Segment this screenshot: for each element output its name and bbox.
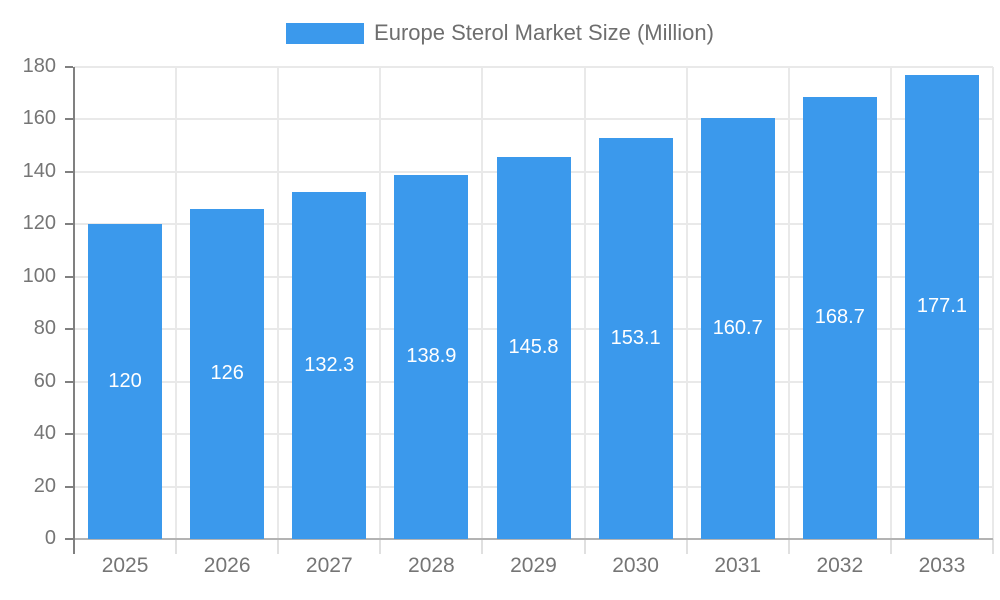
bar-value-label: 120: [108, 370, 142, 393]
x-axis-tick: [175, 539, 178, 554]
bar-2029[interactable]: 145.8: [496, 156, 571, 539]
y-axis-tick-label: 60: [33, 369, 56, 392]
x-gridline: [992, 67, 994, 539]
y-axis-tick: [65, 170, 73, 173]
x-gridline: [583, 67, 586, 539]
x-axis-tick-label: 2030: [612, 554, 659, 577]
x-axis-tick-label: 2032: [816, 554, 864, 577]
bar-2033[interactable]: 177.1: [904, 74, 979, 539]
x-gridline: [787, 67, 790, 539]
x-axis-tick: [685, 539, 688, 554]
x-axis-tick: [583, 539, 586, 554]
y-axis-tick: [65, 328, 73, 331]
x-axis-tick: [787, 539, 790, 554]
y-axis-tick-label: 80: [33, 317, 56, 340]
x-axis-tick-label: 2031: [714, 554, 762, 577]
y-axis-line: [73, 67, 75, 554]
x-axis-line: [74, 538, 993, 540]
y-axis-tick-label: 20: [33, 474, 56, 497]
y-axis-tick: [65, 380, 73, 383]
x-gridline: [889, 67, 892, 539]
bar-value-label: 153.1: [610, 326, 661, 349]
bar-2026[interactable]: 126: [190, 208, 265, 539]
bar-2031[interactable]: 160.7: [700, 117, 775, 539]
x-axis-tick-label: 2033: [918, 554, 966, 577]
bar-value-label: 177.1: [916, 295, 967, 318]
y-axis-tick: [65, 538, 73, 540]
x-axis-tick: [889, 539, 892, 554]
x-gridline: [481, 67, 484, 539]
x-axis-tick: [481, 539, 484, 554]
x-axis-tick-label: 2029: [510, 554, 557, 577]
y-axis-tick-label: 180: [22, 55, 56, 77]
y-axis-tick: [65, 118, 73, 121]
bar-2028[interactable]: 138.9: [394, 174, 469, 539]
x-axis-tick-label: 2027: [305, 554, 353, 577]
x-gridline: [277, 67, 280, 539]
x-axis-tick-label: 2026: [203, 554, 251, 577]
x-axis-tick: [277, 539, 280, 554]
y-axis-tick: [65, 223, 73, 226]
bar-2032[interactable]: 168.7: [802, 96, 877, 539]
y-axis-tick-label: 160: [22, 107, 56, 130]
plot-area: 0 20 40 60 80 100 120 140 160 180 120 2025 126 2026 13…: [23, 55, 994, 577]
y-axis-tick-label: 100: [22, 264, 56, 287]
bar-value-label: 168.7: [814, 306, 865, 329]
bar-value-label: 126: [210, 362, 244, 385]
bar-value-label: 160.7: [712, 316, 763, 339]
legend-swatch[interactable]: [286, 22, 365, 44]
x-axis-tick-label: 2028: [408, 554, 455, 577]
x-axis-tick: [379, 539, 382, 554]
chart-legend: Europe Sterol Market Size (Million): [0, 14, 1000, 52]
y-axis-tick: [65, 275, 73, 278]
y-gridline: [74, 118, 993, 121]
bar-2025[interactable]: 120: [88, 224, 163, 539]
y-axis-tick-label: 120: [22, 212, 56, 235]
bar-value-label: 132.3: [304, 354, 355, 377]
legend-label[interactable]: Europe Sterol Market Size (Million): [374, 20, 714, 45]
y-axis-tick: [65, 433, 73, 436]
x-gridline: [175, 67, 178, 539]
y-axis-tick: [65, 485, 73, 488]
y-gridline: [74, 66, 993, 68]
y-axis-tick-label: 40: [33, 422, 56, 445]
bar-2027[interactable]: 132.3: [292, 192, 367, 539]
y-axis-tick-label: 0: [44, 527, 56, 549]
x-axis-tick-label: 2025: [101, 554, 149, 577]
bar-value-label: 145.8: [508, 336, 559, 359]
y-axis-tick: [65, 66, 73, 68]
x-axis-tick: [992, 539, 994, 554]
x-gridline: [685, 67, 688, 539]
bar-value-label: 138.9: [406, 345, 457, 368]
y-axis-tick-label: 140: [22, 159, 56, 182]
x-gridline: [379, 67, 382, 539]
bar-2030[interactable]: 153.1: [598, 137, 673, 539]
